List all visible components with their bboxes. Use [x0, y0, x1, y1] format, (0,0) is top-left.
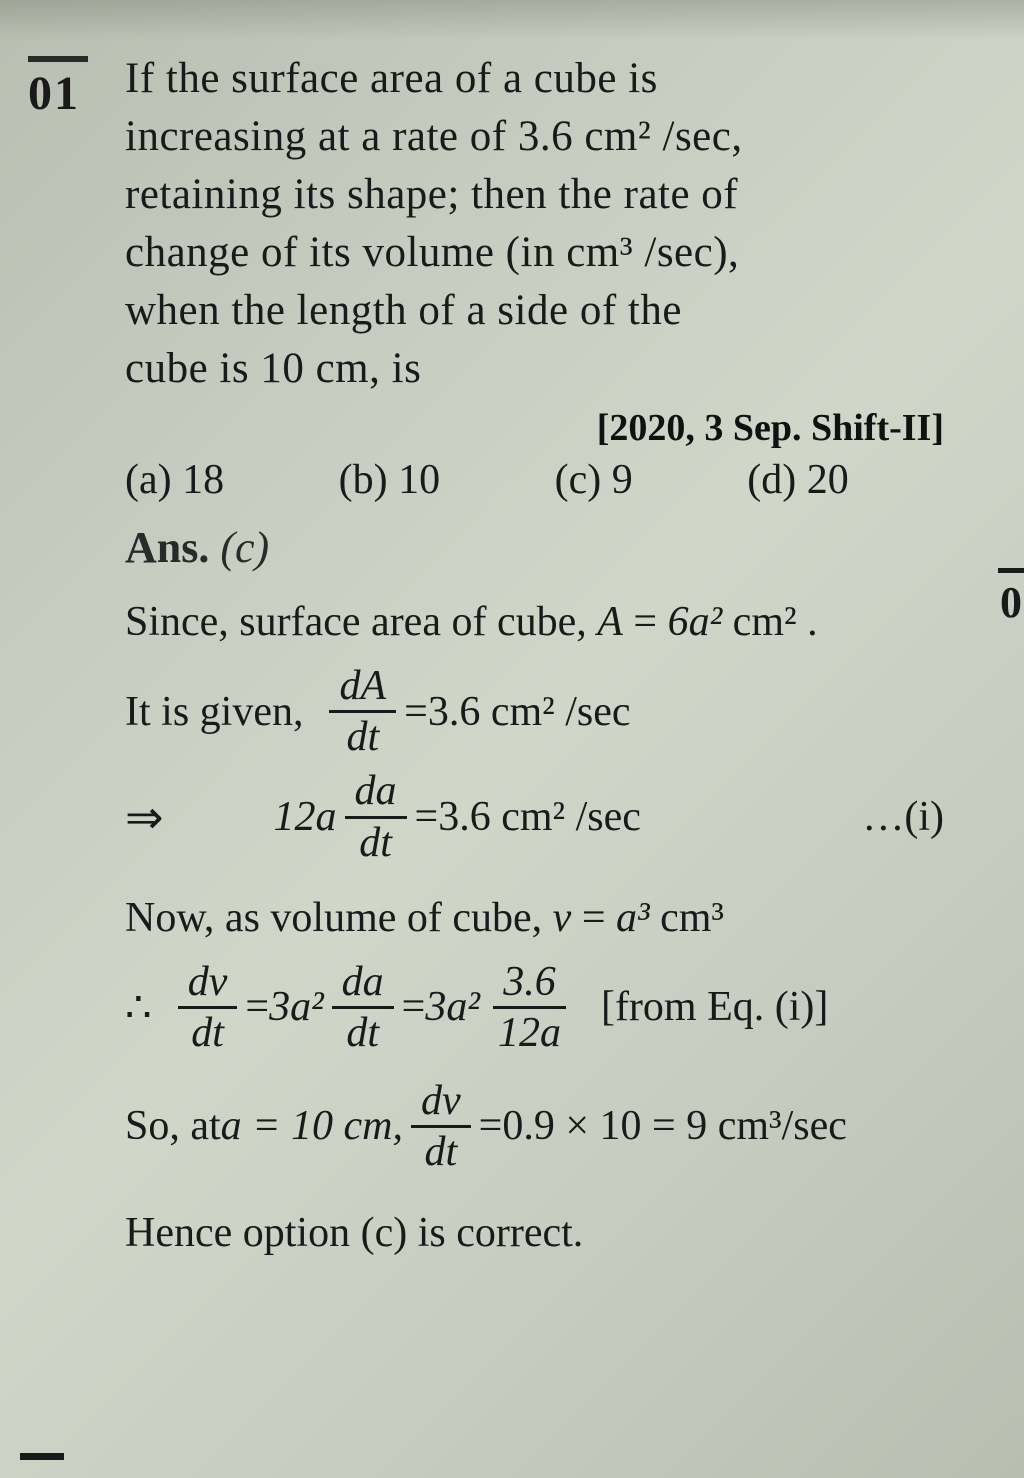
option-c: (c) 9 [555, 457, 685, 503]
equation-tag: …(i) [862, 793, 984, 841]
solution-line-derivative: ∴ dv dt = 3a² da dt = 3a² 3.6 12a [from … [125, 960, 984, 1055]
solution-line-volume: Now, as volume of cube, v = a³ cm³ [125, 887, 984, 950]
therefore-icon: ∴ [125, 982, 152, 1032]
equation-reference: [from Eq. (i)] [601, 983, 828, 1031]
bottom-dash-mark [20, 1453, 64, 1460]
textbook-page: 01 If the surface area of a cube is incr… [0, 0, 1024, 1478]
option-b: (b) 10 [339, 457, 492, 503]
fraction-3pt6-12a: 3.6 12a [488, 960, 571, 1055]
answer-key: (c) [220, 523, 269, 572]
question-number-block: 01 [28, 56, 88, 121]
page-edge-marker: 0 [998, 568, 1024, 633]
answer-label: Ans. [125, 523, 209, 572]
question-line: increasing at a rate of 3.6 cm² /sec, [125, 108, 984, 166]
fraction-dA-dt: dA dt [329, 664, 396, 759]
option-a: (a) 18 [125, 457, 276, 503]
fraction-da-dt: da dt [345, 769, 407, 864]
fraction-da-dt-2: da dt [332, 960, 394, 1055]
solution-conclusion: Hence option (c) is correct. [125, 1202, 984, 1265]
solution-line-given: It is given, dA dt = 3.6 cm² /sec [125, 664, 984, 759]
question-number-overline [28, 56, 88, 62]
fraction-dv-dt-final: dv dt [411, 1079, 471, 1174]
solution-line-surface-area: Since, surface area of cube, A = 6a² cm²… [125, 591, 984, 654]
option-d: (d) 20 [747, 457, 900, 503]
question-text: If the surface area of a cube is increas… [125, 50, 984, 398]
implies-arrow-icon: ⇒ [125, 790, 164, 844]
solution-line-implication: ⇒ 12a da dt = 3.6 cm² /sec …(i) [125, 769, 984, 864]
question-line: If the surface area of a cube is [125, 50, 984, 108]
options-row: (a) 18 (b) 10 (c) 9 (d) 20 [125, 456, 984, 504]
exam-reference: [2020, 3 Sep. Shift-II] [55, 406, 944, 450]
solution-line-final: So, at a = 10 cm, dv dt = 0.9 × 10 = 9 c… [125, 1079, 984, 1174]
question-number: 01 [28, 66, 88, 121]
question-line: cube is 10 cm, is [125, 340, 984, 398]
answer-line: Ans. (c) [125, 522, 984, 573]
question-line: change of its volume (in cm³ /sec), [125, 224, 984, 282]
question-line: when the length of a side of the [125, 282, 984, 340]
question-line: retaining its shape; then the rate of [125, 166, 984, 224]
fraction-dv-dt: dv dt [178, 960, 238, 1055]
